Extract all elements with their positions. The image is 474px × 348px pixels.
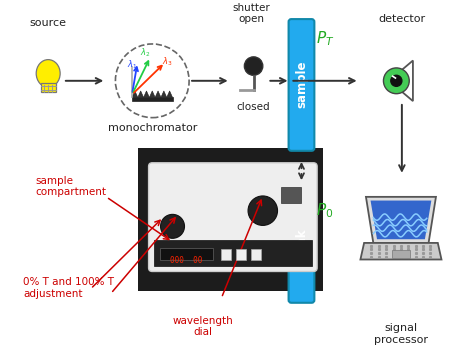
Text: $\lambda_1$: $\lambda_1$ bbox=[127, 59, 137, 71]
Bar bbox=[41, 82, 55, 92]
Polygon shape bbox=[161, 91, 167, 97]
Circle shape bbox=[245, 57, 263, 75]
Polygon shape bbox=[149, 91, 155, 97]
Text: monochromator: monochromator bbox=[108, 123, 197, 133]
Polygon shape bbox=[366, 197, 436, 243]
FancyBboxPatch shape bbox=[148, 163, 317, 271]
Text: $P_0$: $P_0$ bbox=[316, 201, 334, 220]
Bar bbox=[154, 240, 311, 266]
Text: 000  00: 000 00 bbox=[170, 256, 202, 265]
Bar bbox=[138, 148, 323, 291]
Polygon shape bbox=[144, 91, 149, 97]
Bar bbox=[251, 250, 261, 260]
Polygon shape bbox=[138, 91, 144, 97]
Text: wavelength
dial: wavelength dial bbox=[173, 316, 233, 337]
Circle shape bbox=[391, 75, 402, 86]
Polygon shape bbox=[360, 243, 441, 260]
Text: blank: blank bbox=[295, 228, 308, 265]
Polygon shape bbox=[155, 91, 161, 97]
Polygon shape bbox=[371, 200, 431, 239]
FancyBboxPatch shape bbox=[289, 19, 314, 151]
Circle shape bbox=[161, 214, 184, 238]
Text: closed: closed bbox=[237, 102, 270, 112]
Polygon shape bbox=[167, 91, 173, 97]
Text: sample: sample bbox=[295, 61, 308, 108]
Text: shutter
open: shutter open bbox=[233, 3, 271, 24]
Text: signal
processor: signal processor bbox=[374, 323, 428, 345]
Circle shape bbox=[248, 196, 278, 226]
Bar bbox=[160, 247, 213, 260]
Text: source: source bbox=[30, 18, 67, 28]
Polygon shape bbox=[389, 61, 413, 101]
Text: sample
compartment: sample compartment bbox=[35, 176, 106, 197]
Bar bbox=[236, 250, 246, 260]
Text: 0% T and 100% T
adjustment: 0% T and 100% T adjustment bbox=[23, 277, 114, 299]
Bar bbox=[221, 250, 231, 260]
FancyBboxPatch shape bbox=[289, 191, 314, 303]
Bar bbox=[132, 97, 173, 101]
Text: detector: detector bbox=[378, 14, 426, 24]
Circle shape bbox=[383, 68, 409, 94]
Text: $P_T$: $P_T$ bbox=[316, 29, 335, 48]
Text: $\lambda_3$: $\lambda_3$ bbox=[162, 55, 173, 68]
Ellipse shape bbox=[36, 60, 60, 87]
Bar bbox=[281, 187, 301, 203]
Bar bbox=[392, 250, 410, 258]
Polygon shape bbox=[132, 91, 138, 97]
Text: $\lambda_2$: $\lambda_2$ bbox=[140, 46, 150, 58]
